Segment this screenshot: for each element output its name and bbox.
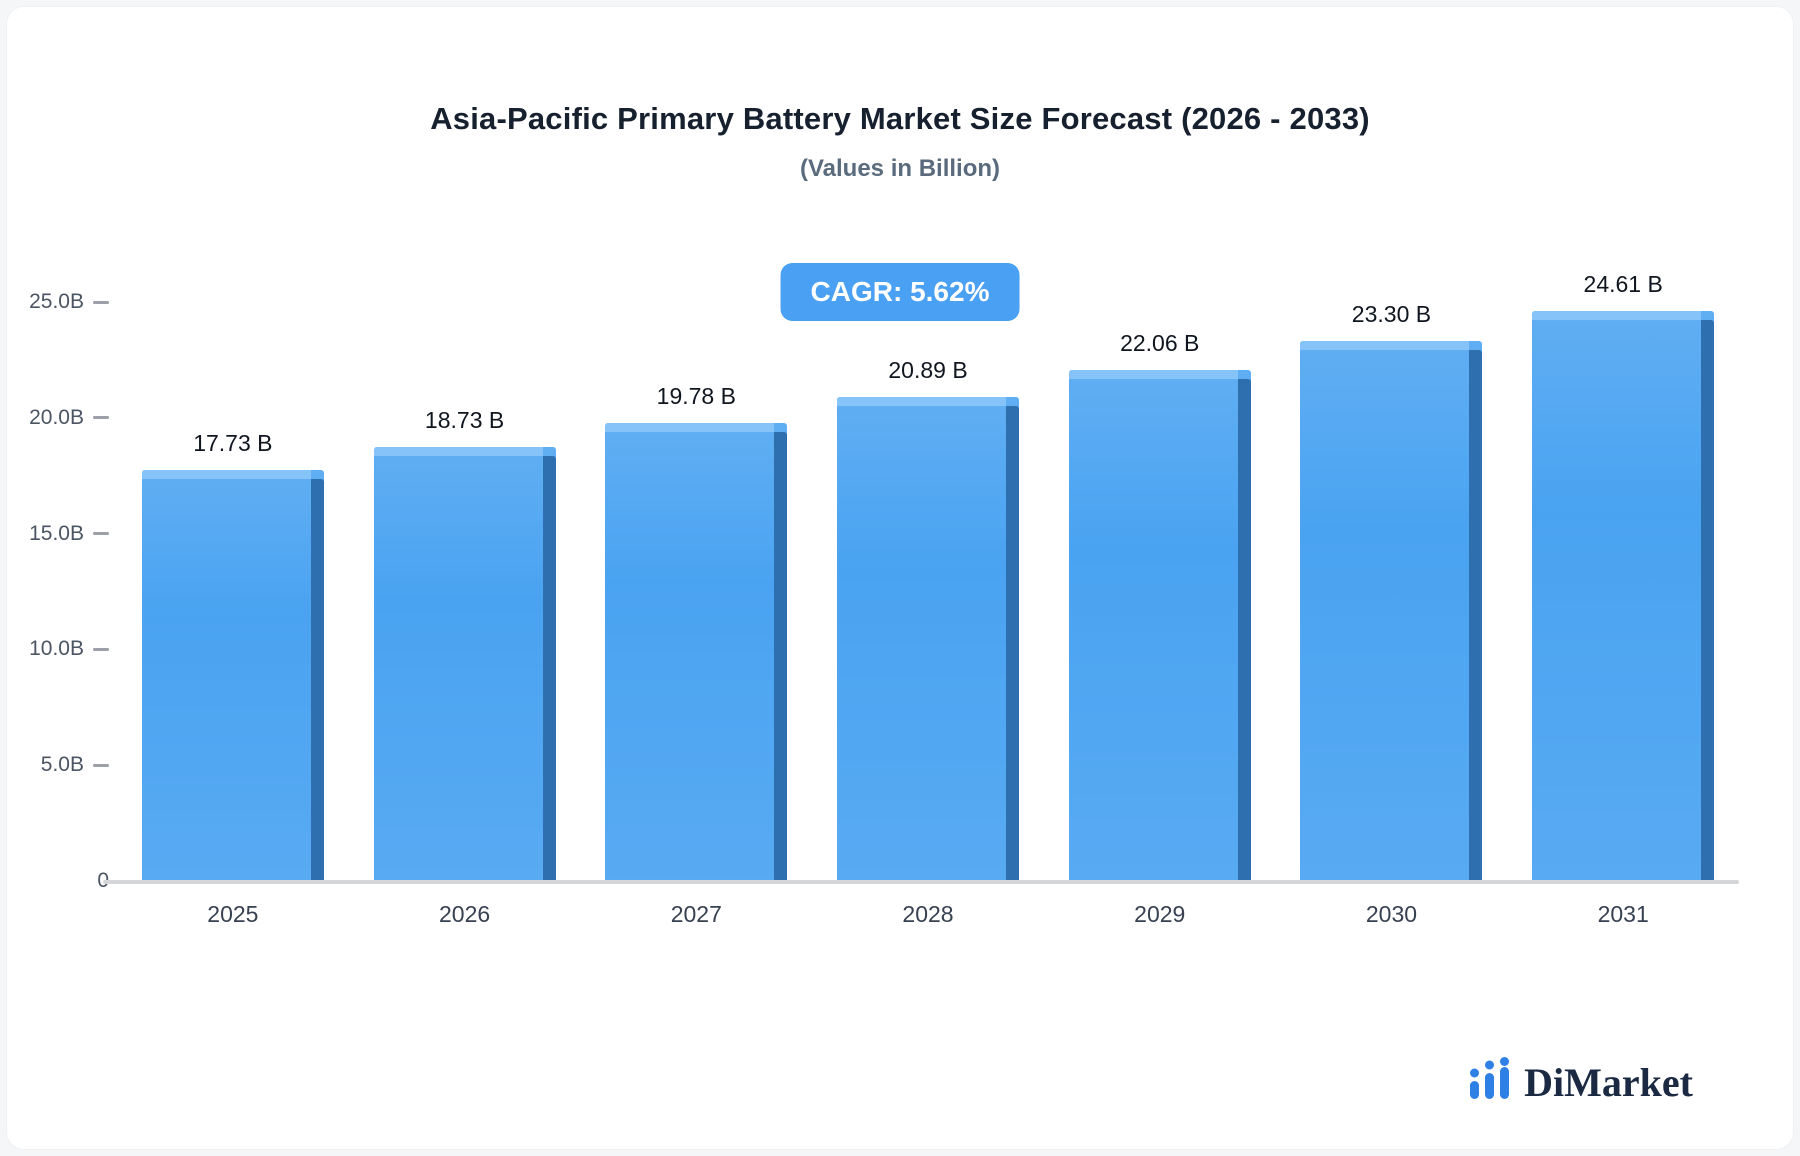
bar-top-highlight [1068, 370, 1238, 380]
cagr-badge: CAGR: 5.62% [780, 263, 1020, 321]
bar-top-highlight [605, 422, 775, 432]
y-tick-label: 10.0B [29, 637, 84, 661]
chart-title: Asia-Pacific Primary Battery Market Size… [430, 101, 1370, 136]
bar-top-highlight [141, 470, 311, 480]
y-tick-mark [93, 763, 109, 767]
x-axis-line [103, 880, 1739, 884]
bar-slot: 23.30 B 2030 [1276, 301, 1508, 927]
bar[interactable]: 18.73 B [373, 407, 556, 881]
bar-slot: 17.73 B 2025 [117, 302, 349, 927]
bar-top-highlight [1532, 311, 1702, 321]
bar-slot: 18.73 B 2026 [349, 302, 581, 927]
logo-text: DiMarket [1524, 1060, 1693, 1105]
x-axis-label: 2028 [902, 901, 954, 927]
bar[interactable]: 23.30 B [1300, 301, 1483, 881]
y-tick-label: 5.0B [40, 753, 84, 777]
y-tick-mark [93, 300, 109, 304]
logo-bars-icon [1470, 1057, 1510, 1099]
x-axis-label: 2030 [1365, 901, 1418, 927]
bar-side-shade [310, 479, 324, 881]
bar[interactable]: 17.73 B [141, 430, 324, 881]
chart-subtitle: (Values in Billion) [799, 155, 1001, 182]
x-axis-label: 2027 [670, 901, 722, 927]
bar-side-shade [542, 456, 556, 881]
logo: DiMarket [1468, 1057, 1693, 1103]
bar-side-shade [1006, 406, 1020, 881]
bar-top-highlight [373, 447, 543, 457]
bar-side-shade [1701, 320, 1715, 881]
x-axis-label: 2026 [438, 901, 491, 927]
bar-slot: 24.61 B 2031 [1507, 271, 1739, 927]
bar-side-shade [1469, 350, 1483, 881]
bar-value-label: 23.30 B [1351, 301, 1432, 328]
y-tick-label: 20.0B [29, 405, 84, 429]
y-tick-mark [93, 532, 109, 536]
bar[interactable]: 24.61 B [1532, 271, 1715, 881]
bar-top-highlight [837, 397, 1007, 407]
bar[interactable]: 19.78 B [605, 383, 788, 881]
bar-side-shade [1237, 379, 1251, 881]
bar-value-label: 18.73 B [424, 407, 505, 434]
y-tick-label: 25.0B [29, 290, 84, 313]
x-axis-label: 2025 [207, 901, 259, 927]
bar-value-label: 20.89 B [888, 357, 968, 384]
y-tick-mark [93, 647, 109, 651]
bar-side-shade [774, 431, 788, 881]
x-axis-label: 2031 [1597, 901, 1649, 927]
bar-value-label: 19.78 B [656, 382, 736, 409]
y-tick-label: 15.0B [29, 521, 84, 545]
y-tick-mark [93, 416, 109, 420]
bar-value-label: 17.73 B [193, 430, 273, 457]
bars: 17.73 B 2025 18.73 B 2026 19.78 B 2027 20.89 B… [117, 271, 1739, 927]
bar-top-highlight [1300, 341, 1470, 351]
x-axis-label: 2029 [1134, 901, 1186, 927]
bar-slot: 22.06 B 2029 [1044, 302, 1276, 927]
bar-value-label: 22.06 B [1120, 330, 1200, 357]
bar[interactable]: 22.06 B [1068, 330, 1251, 881]
bar-value-label: 24.61 B [1583, 271, 1663, 298]
bar-slot: 20.89 B 2028 [812, 302, 1044, 927]
bar-slot: 19.78 B 2027 [580, 302, 812, 927]
bar[interactable]: 20.89 B [837, 357, 1020, 881]
chart-card: Asia-Pacific Primary Battery Market Size… [6, 6, 1794, 1150]
